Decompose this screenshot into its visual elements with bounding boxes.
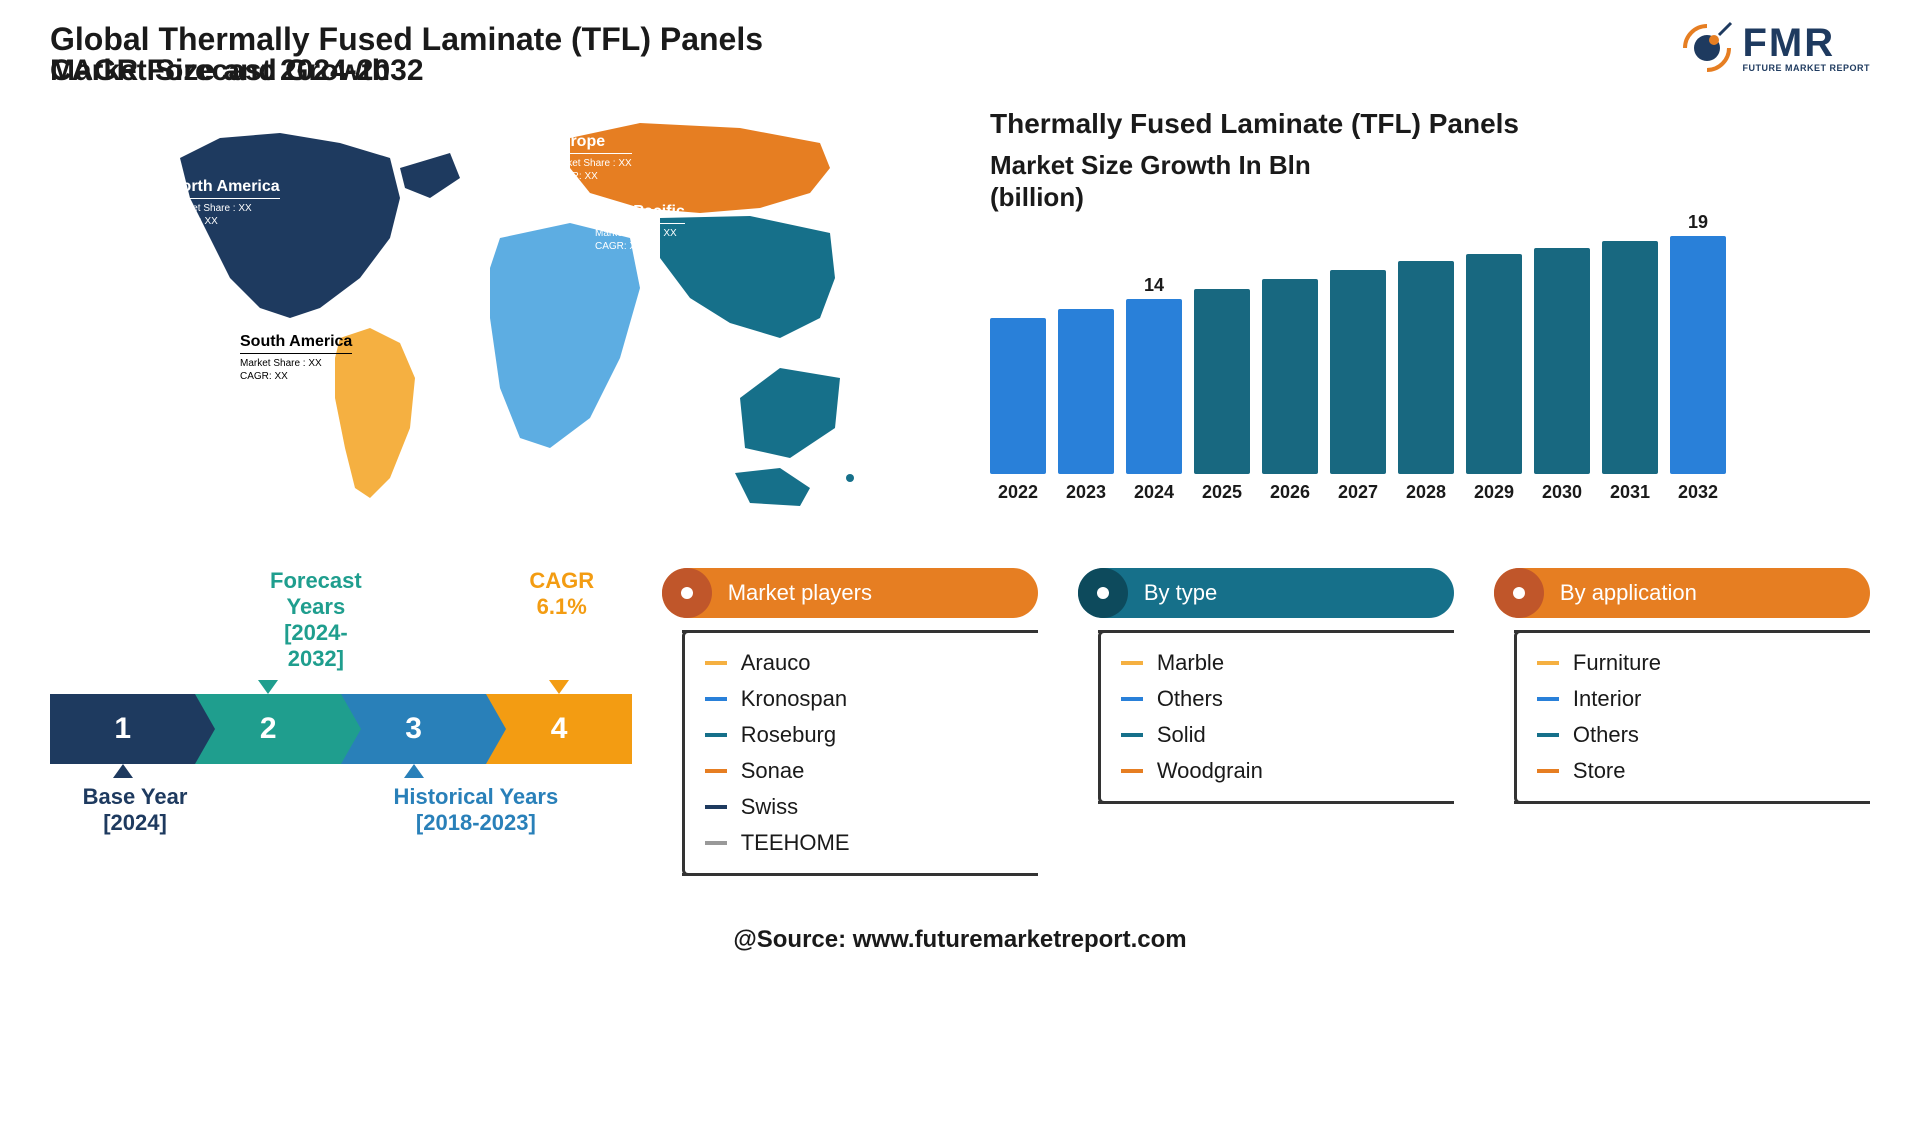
tick-icon (1537, 733, 1559, 737)
list-item: Woodgrain (1121, 753, 1454, 789)
list-item: Others (1537, 717, 1870, 753)
list-item: Roseburg (705, 717, 1038, 753)
cagr-label: CAGR (492, 568, 632, 594)
subtitle-2: CAGR Forecast 2024-2032 (50, 54, 424, 88)
category-bracket: FurnitureInteriorOthersStore (1514, 630, 1870, 804)
bar-2030: 2030 (1534, 248, 1590, 503)
timeline-seg-4: 4 (486, 694, 631, 764)
bar-2023: 2023 (1058, 309, 1114, 503)
categories: Market players AraucoKronospanRoseburgSon… (662, 568, 1870, 876)
list-item: Sonae (705, 753, 1038, 789)
list-item: Kronospan (705, 681, 1038, 717)
bar-chart: 2022202314202420252026202720282029203020… (990, 223, 1870, 503)
bullet-icon (1494, 568, 1544, 618)
tick-icon (705, 733, 727, 737)
bar-2022: 2022 (990, 318, 1046, 503)
bar-2026: 2026 (1262, 279, 1318, 503)
category-bracket: MarbleOthersSolidWoodgrain (1098, 630, 1454, 804)
bar-chart-section: Thermally Fused Laminate (TFL) Panels Ma… (970, 108, 1870, 508)
tick-icon (1121, 769, 1143, 773)
arrow-up-icon (404, 764, 424, 778)
tick-icon (705, 697, 727, 701)
cagr-value: 6.1% (492, 594, 632, 620)
bullet-icon (1078, 568, 1128, 618)
bar-2029: 2029 (1466, 254, 1522, 503)
map-label-south-america: South AmericaMarket Share : XXCAGR: XX (240, 333, 352, 383)
tick-icon (705, 661, 727, 665)
fmr-logo: FMR FUTURE MARKET REPORT (1679, 20, 1871, 76)
list-item: Furniture (1537, 645, 1870, 681)
tick-icon (1537, 661, 1559, 665)
title-block: Global Thermally Fused Laminate (TFL) Pa… (50, 20, 763, 88)
category-bracket: AraucoKronospanRoseburgSonaeSwissTEEHOME (682, 630, 1038, 876)
chart-subtitle: Market Size Growth In Bln (billion) (990, 150, 1390, 212)
list-item: Arauco (705, 645, 1038, 681)
tick-icon (705, 805, 727, 809)
bar-2031: 2031 (1602, 241, 1658, 503)
logo-tagline: FUTURE MARKET REPORT (1743, 63, 1871, 73)
timeline-bar: 1234 (50, 694, 632, 764)
category-by-application: By application FurnitureInteriorOthersSto… (1494, 568, 1870, 876)
timeline-seg-3: 3 (341, 694, 486, 764)
bar-2027: 2027 (1330, 270, 1386, 503)
bar-2024: 142024 (1126, 299, 1182, 503)
forecast-range: [2024-2032] (270, 620, 362, 672)
timeline: Forecast Years [2024-2032] CAGR 6.1% 123… (50, 568, 632, 836)
tick-icon (705, 841, 727, 845)
bullet-icon (662, 568, 712, 618)
world-map-svg (50, 108, 930, 508)
category-header: Market players (662, 568, 1038, 618)
timeline-seg-1: 1 (50, 694, 195, 764)
main-title: Global Thermally Fused Laminate (TFL) Pa… (50, 20, 763, 58)
tick-icon (1121, 697, 1143, 701)
list-item: Solid (1121, 717, 1454, 753)
tick-icon (1121, 661, 1143, 665)
map-label-asia-pacific: Asia PacificMarket Share : XXCAGR: XX (595, 203, 685, 253)
source-text: @Source: www.futuremarketreport.com (50, 926, 1870, 954)
list-item: Store (1537, 753, 1870, 789)
bar-2028: 2028 (1398, 261, 1454, 503)
tick-icon (1537, 769, 1559, 773)
map-label-north-america: North AmericaMarket Share : XXCAGR: XX (170, 178, 280, 228)
hist-range: [2018-2023] (320, 810, 632, 836)
category-header: By application (1494, 568, 1870, 618)
list-item: Others (1121, 681, 1454, 717)
base-range: [2024] (50, 810, 220, 836)
list-item: Swiss (705, 789, 1038, 825)
timeline-seg-2: 2 (195, 694, 340, 764)
tick-icon (1121, 733, 1143, 737)
forecast-label: Forecast Years (270, 568, 362, 620)
map-label-europe: EuropeMarket Share : XXCAGR: XX (550, 133, 632, 183)
list-item: Marble (1121, 645, 1454, 681)
list-item: TEEHOME (705, 825, 1038, 861)
logo-text: FMR (1743, 23, 1871, 63)
list-item: Interior (1537, 681, 1870, 717)
hist-label: Historical Years (320, 784, 632, 810)
fmr-logo-icon (1679, 20, 1735, 76)
arrow-down-icon (258, 680, 278, 694)
bar-2025: 2025 (1194, 289, 1250, 503)
tick-icon (1537, 697, 1559, 701)
arrow-up-icon (113, 764, 133, 778)
chart-title: Thermally Fused Laminate (TFL) Panels (990, 108, 1870, 140)
arrow-down-icon (549, 680, 569, 694)
category-by-type: By type MarbleOthersSolidWoodgrain (1078, 568, 1454, 876)
base-label: Base Year (50, 784, 220, 810)
category-header: By type (1078, 568, 1454, 618)
map-label-mea: MEAMarket Share : XXCAGR: XX (400, 268, 482, 318)
tick-icon (705, 769, 727, 773)
bar-2032: 192032 (1670, 236, 1726, 503)
world-map: North AmericaMarket Share : XXCAGR: XX So… (50, 108, 930, 508)
category-market-players: Market players AraucoKronospanRoseburgSon… (662, 568, 1038, 876)
